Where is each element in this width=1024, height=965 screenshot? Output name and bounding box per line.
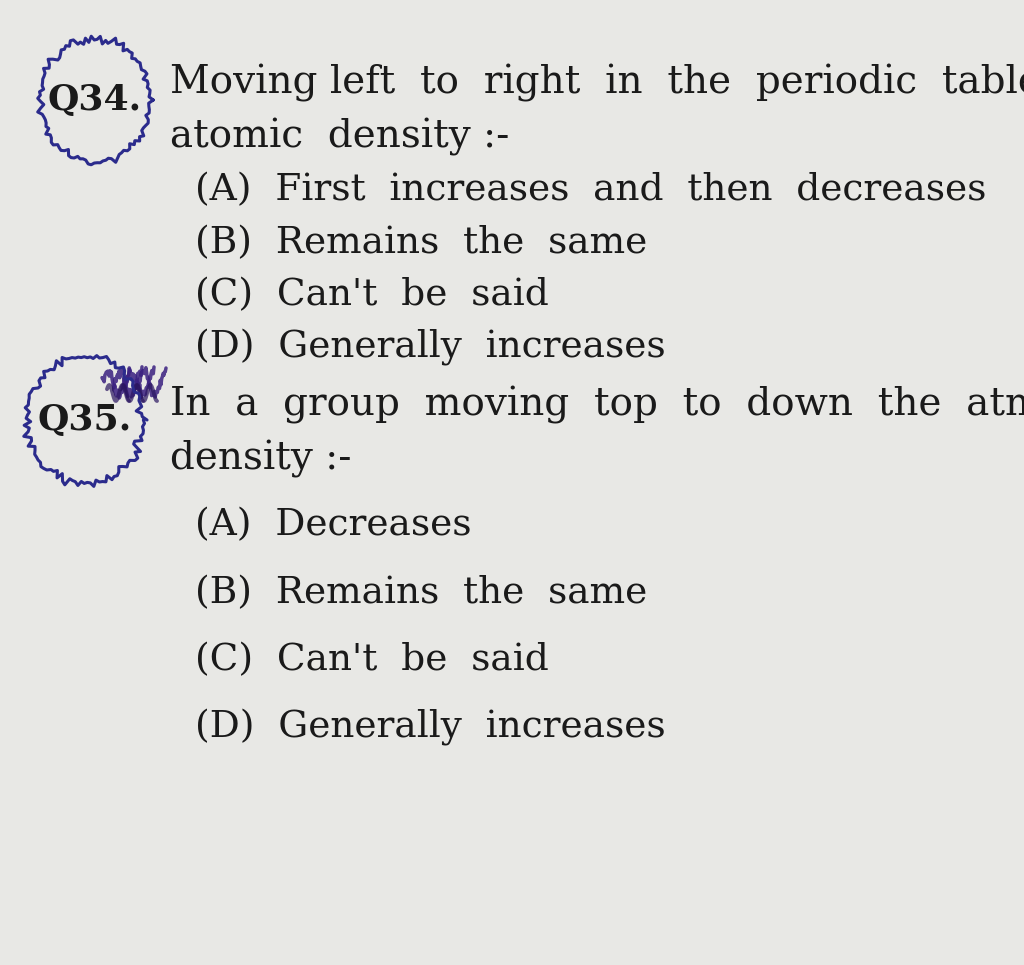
Text: atomic  density :-: atomic density :- [170,118,509,156]
Text: Q34.: Q34. [48,83,142,117]
Text: (A)  First  increases  and  then  decreases: (A) First increases and then decreases [195,172,986,208]
Text: Moving left  to  right  in  the  periodic  table: Moving left to right in the periodic tab… [170,64,1024,102]
Text: (C)  Can't  be  said: (C) Can't be said [195,642,549,678]
Text: (B)  Remains  the  same: (B) Remains the same [195,575,647,611]
Text: Q35.: Q35. [38,403,132,437]
Text: (B)  Remains  the  same: (B) Remains the same [195,225,647,261]
Text: (A)  Decreases: (A) Decreases [195,507,471,543]
Text: (D)  Generally  increases: (D) Generally increases [195,328,666,366]
Text: (D)  Generally  increases: (D) Generally increases [195,708,666,746]
Text: density :-: density :- [170,440,351,478]
Text: In  a  group  moving  top  to  down  the  atmoic: In a group moving top to down the atmoic [170,386,1024,424]
Text: (C)  Can't  be  said: (C) Can't be said [195,277,549,313]
